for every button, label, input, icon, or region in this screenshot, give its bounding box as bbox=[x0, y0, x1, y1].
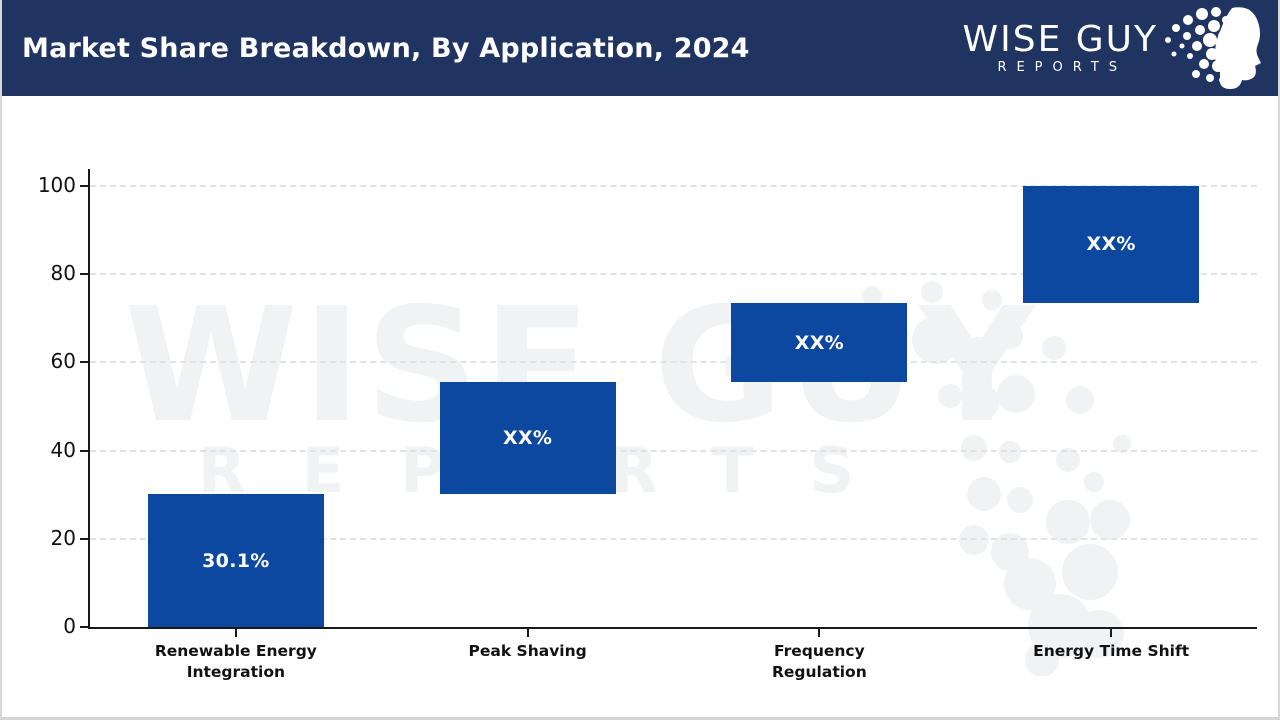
x-tick-mark bbox=[526, 629, 529, 637]
x-category-label: Energy Time Shift bbox=[1033, 642, 1190, 660]
x-category-label: Renewable Energy Integration bbox=[154, 642, 317, 681]
y-tick-mark bbox=[80, 361, 88, 364]
chart-body: WISE GUY REPORTS 02040608010030.1%Renewa… bbox=[2, 96, 1278, 717]
gridline bbox=[90, 449, 1257, 452]
bar-value-label: XX% bbox=[503, 427, 553, 450]
y-tick-mark bbox=[80, 273, 88, 276]
page-title: Market Share Breakdown, By Application, … bbox=[22, 32, 750, 64]
bar-value-label: XX% bbox=[1086, 233, 1136, 256]
y-tick-label: 40 bbox=[50, 437, 76, 462]
y-tick-label: 0 bbox=[63, 614, 76, 638]
brand-name: WISE GUY bbox=[962, 18, 1158, 60]
y-axis-line bbox=[88, 169, 90, 629]
bar-value-label: 30.1% bbox=[202, 549, 270, 572]
gridline bbox=[90, 185, 1257, 187]
y-tick-label: 80 bbox=[50, 261, 76, 286]
watermark-head-icon bbox=[781, 281, 1131, 676]
y-tick-label: 20 bbox=[50, 525, 76, 550]
bar-value-label: XX% bbox=[794, 331, 844, 354]
y-tick-mark bbox=[80, 449, 88, 452]
x-tick-mark bbox=[1110, 629, 1113, 637]
plot-area: 0 20 40 60 80 100 30.1% Renewable Energy Integra… bbox=[38, 169, 1257, 681]
gridline bbox=[90, 537, 1257, 540]
gridline bbox=[90, 273, 1257, 276]
y-tick-label: 60 bbox=[50, 349, 76, 374]
brand-logo-text: WISE GUY REPORTS bbox=[962, 18, 1159, 75]
x-tick-mark bbox=[234, 629, 237, 637]
y-tick-label: 100 bbox=[37, 173, 76, 197]
x-category-label: Frequency Regulation bbox=[771, 642, 867, 681]
x-tick-mark bbox=[818, 629, 821, 637]
brand-head-icon bbox=[1165, 7, 1261, 89]
brand-logo: WISE GUY REPORTS bbox=[963, 0, 1265, 96]
y-tick-mark bbox=[80, 626, 88, 628]
bar-segment: XX% bbox=[731, 302, 908, 383]
y-tick-mark bbox=[80, 185, 88, 187]
y-tick-mark bbox=[80, 537, 88, 540]
bar-segment: 30.1% bbox=[147, 494, 324, 627]
bar-segment: XX% bbox=[1023, 186, 1200, 303]
bar-segment: XX% bbox=[439, 382, 616, 495]
header-bar: Market Share Breakdown, By Application, … bbox=[2, 0, 1278, 96]
gridline bbox=[90, 361, 1257, 364]
brand-subtitle: REPORTS bbox=[997, 59, 1128, 75]
x-axis-line bbox=[88, 627, 1257, 629]
x-category-label: Peak Shaving bbox=[468, 642, 587, 660]
